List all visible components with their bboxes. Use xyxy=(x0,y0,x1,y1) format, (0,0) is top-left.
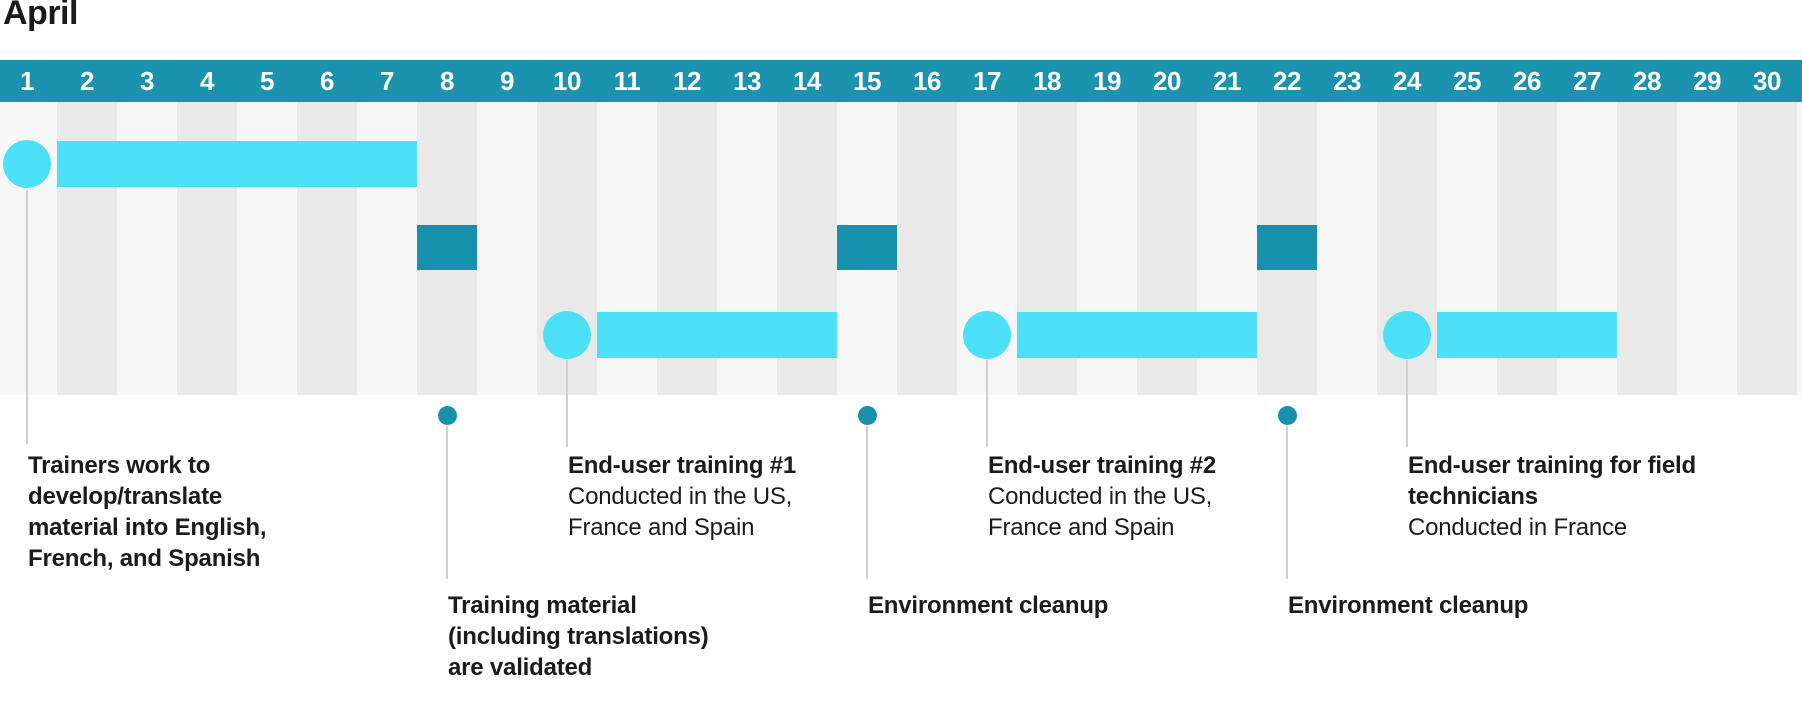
label-line: Trainers work to xyxy=(28,452,211,479)
item-label: Environment cleanup xyxy=(868,590,1108,621)
task-bar xyxy=(57,141,417,187)
day-number: 22 xyxy=(1273,66,1301,96)
task-start-circle xyxy=(3,140,51,188)
day-number: 3 xyxy=(140,66,154,96)
item-label: Training material (including translations… xyxy=(448,590,709,683)
task-start-circle xyxy=(543,311,591,359)
label-line: material into English, xyxy=(28,514,267,541)
item-label: Trainers work to develop/translate materia… xyxy=(28,450,267,574)
item-label: End-user training #1 Conducted in the US,… xyxy=(568,450,796,543)
label-line: Training material xyxy=(448,592,637,619)
connector-line xyxy=(1406,360,1408,447)
day-number: 9 xyxy=(500,66,514,96)
day-number: 19 xyxy=(1093,66,1121,96)
day-number: 16 xyxy=(913,66,941,96)
day-number: 17 xyxy=(973,66,1001,96)
milestone-dot xyxy=(1277,405,1297,425)
label-line: French, and Spanish xyxy=(28,545,261,572)
day-number: 18 xyxy=(1033,66,1061,96)
connector-line xyxy=(866,426,868,579)
connector-line xyxy=(446,426,448,579)
task-start-circle xyxy=(1383,311,1431,359)
label-line: Conducted in the US, xyxy=(988,483,1213,510)
day-number: 24 xyxy=(1393,66,1421,96)
item-label: Environment cleanup xyxy=(1288,590,1528,621)
label-line: France and Spain xyxy=(988,514,1175,541)
label-line: Environment cleanup xyxy=(1288,592,1529,619)
label-line: technicians xyxy=(1408,483,1538,510)
day-number: 23 xyxy=(1333,66,1361,96)
day-number: 8 xyxy=(440,66,454,96)
milestone-square xyxy=(1257,225,1317,270)
day-number: 11 xyxy=(613,66,641,96)
column-stripe xyxy=(897,102,957,395)
task-start-circle xyxy=(963,311,1011,359)
day-number: 2 xyxy=(80,66,94,96)
day-number: 4 xyxy=(200,66,214,96)
day-number: 7 xyxy=(380,66,394,96)
item-label: End-user training #2 Conducted in the US,… xyxy=(988,450,1216,543)
task-bar xyxy=(1437,312,1617,358)
day-number: 10 xyxy=(553,66,581,96)
task-bar xyxy=(1017,312,1257,358)
day-number: 27 xyxy=(1573,66,1601,96)
day-number: 21 xyxy=(1213,66,1241,96)
connector-line xyxy=(26,190,28,444)
connector-line xyxy=(566,360,568,447)
column-stripe xyxy=(1617,102,1677,395)
label-line: are validated xyxy=(448,654,593,681)
label-line: Conducted in France xyxy=(1408,514,1627,541)
day-number: 5 xyxy=(260,66,274,96)
column-stripe xyxy=(1737,102,1797,395)
label-line: Conducted in the US, xyxy=(568,483,793,510)
label-line: develop/translate xyxy=(28,483,223,510)
label-line: End-user training #1 xyxy=(568,452,797,479)
label-line: (including translations) xyxy=(448,623,709,650)
label-line: End-user training #2 xyxy=(988,452,1217,479)
milestone-dot xyxy=(437,405,457,425)
milestone-square xyxy=(417,225,477,270)
day-number: 26 xyxy=(1513,66,1541,96)
day-number: 20 xyxy=(1153,66,1181,96)
item-label: End-user training for field technicians Co… xyxy=(1408,450,1696,543)
label-line: France and Spain xyxy=(568,514,755,541)
task-bar xyxy=(597,312,837,358)
day-number: 14 xyxy=(793,66,821,96)
day-number: 12 xyxy=(673,66,701,96)
chart-title: April xyxy=(3,0,78,32)
timeline-header-bar: 1 2 3 4 5 6 7 8 9 10 11 12 13 14 15 16 17 18 19 20 21 22 23 24 2… xyxy=(0,60,1802,102)
day-number: 30 xyxy=(1753,66,1781,96)
day-number: 1 xyxy=(20,66,34,96)
day-number: 25 xyxy=(1453,66,1481,96)
day-number: 29 xyxy=(1693,66,1721,96)
day-number: 28 xyxy=(1633,66,1661,96)
day-number: 15 xyxy=(853,66,881,96)
day-number: 6 xyxy=(320,66,334,96)
connector-line xyxy=(1286,426,1288,579)
label-line: Environment cleanup xyxy=(868,592,1109,619)
milestone-square xyxy=(837,225,897,270)
connector-line xyxy=(986,360,988,447)
milestone-dot xyxy=(857,405,877,425)
day-number: 13 xyxy=(733,66,761,96)
label-line: End-user training for field xyxy=(1408,452,1696,479)
